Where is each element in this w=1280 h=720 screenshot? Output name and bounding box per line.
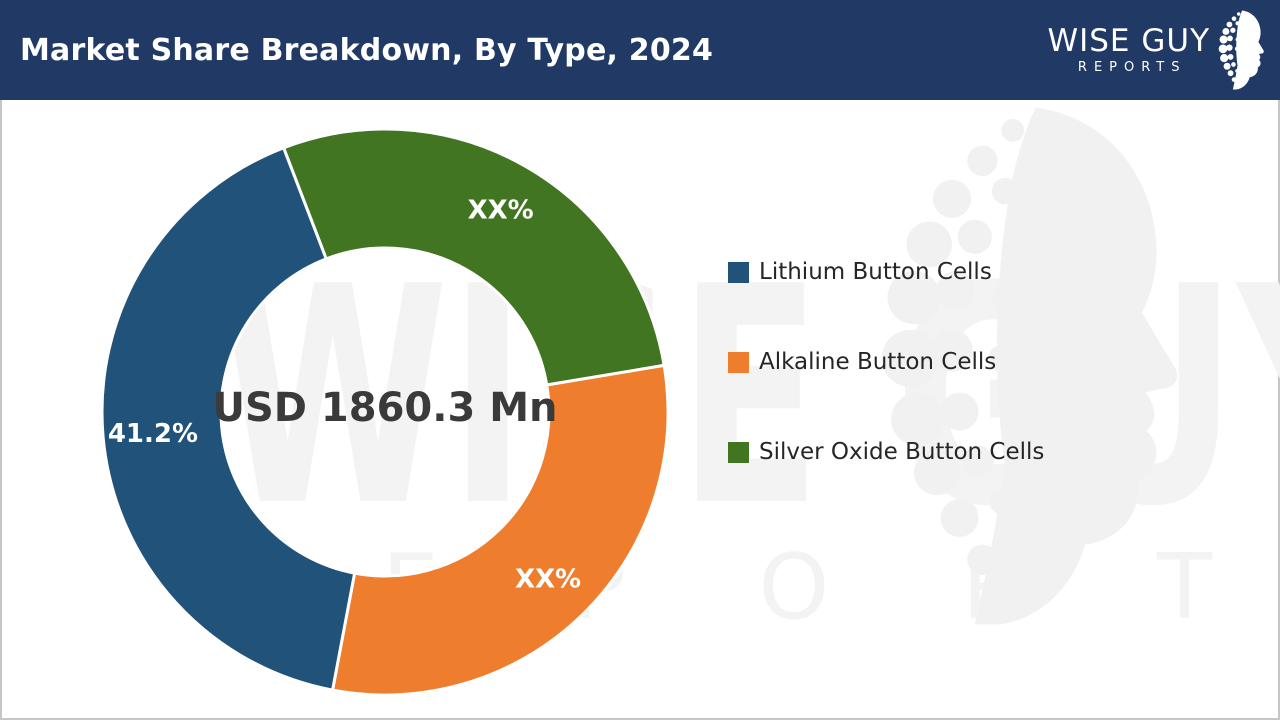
logo-wiseguy-label: WISE GUY xyxy=(1047,23,1210,59)
legend-swatch-lithium xyxy=(728,261,749,283)
legend-swatch-alkaline xyxy=(728,351,749,373)
legend-label: Silver Oxide Button Cells xyxy=(759,439,1045,465)
segment-value-label: XX% xyxy=(468,196,534,226)
page-title: Market Share Breakdown, By Type, 2024 xyxy=(20,32,714,68)
header-bar: Market Share Breakdown, By Type, 2024 WI… xyxy=(0,0,1280,100)
logo-reports-label: REPORTS xyxy=(1077,60,1187,75)
legend-item-alkaline-button-cells: Alkaline Button Cells xyxy=(728,350,996,374)
legend-swatch-silver-oxide xyxy=(728,441,749,463)
legend-label: Lithium Button Cells xyxy=(759,259,992,285)
wiseguy-logo-text: WISE GUY REPORTS xyxy=(1047,24,1210,76)
segment-value-label: 41.2% xyxy=(108,419,198,449)
legend-item-lithium-button-cells: Lithium Button Cells xyxy=(728,260,992,284)
donut-segment-silver-oxide-button-cells xyxy=(282,127,666,387)
donut-segment-lithium-button-cells xyxy=(100,146,357,692)
wiseguy-logo: WISE GUY REPORTS xyxy=(1047,0,1270,100)
legend-item-silver-oxide-button-cells: Silver Oxide Button Cells xyxy=(728,440,1044,464)
legend-label: Alkaline Button Cells xyxy=(759,349,997,375)
donut-segment-alkaline-button-cells xyxy=(331,363,670,697)
wiseguy-face-icon xyxy=(1218,10,1264,90)
donut-center-label: USD 1860.3 Mn xyxy=(213,385,558,431)
segment-value-label: XX% xyxy=(515,564,581,594)
